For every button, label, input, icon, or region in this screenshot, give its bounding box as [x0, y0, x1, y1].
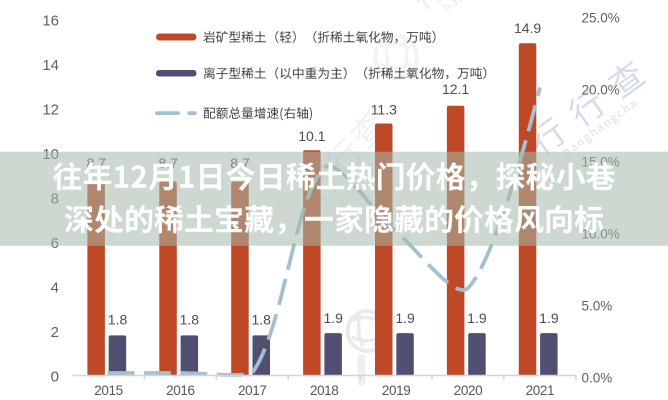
svg-text:25.0%: 25.0%	[582, 10, 620, 25]
svg-text:1.8: 1.8	[251, 312, 271, 328]
svg-text:11.3: 11.3	[371, 102, 397, 118]
svg-text:2019: 2019	[382, 383, 410, 398]
svg-text:1.8: 1.8	[180, 312, 200, 328]
svg-text:2016: 2016	[166, 383, 194, 398]
svg-text:2: 2	[51, 324, 59, 341]
svg-text:2020: 2020	[454, 383, 482, 398]
svg-text:12.1: 12.1	[442, 81, 469, 97]
svg-text:0.0%: 0.0%	[582, 370, 613, 385]
svg-text:2017: 2017	[238, 383, 266, 398]
svg-text:1.9: 1.9	[539, 310, 559, 326]
svg-text:2021: 2021	[526, 383, 554, 398]
svg-text:5.0%: 5.0%	[582, 298, 613, 313]
svg-text:2018: 2018	[310, 383, 338, 398]
svg-text:16: 16	[42, 12, 59, 29]
svg-text:1.9: 1.9	[323, 310, 343, 326]
svg-text:14.9: 14.9	[514, 20, 541, 36]
svg-text:0: 0	[51, 368, 59, 385]
svg-text:1.9: 1.9	[395, 310, 415, 326]
svg-text:1.8: 1.8	[108, 312, 128, 328]
svg-text:14: 14	[42, 57, 59, 74]
svg-text:4: 4	[51, 279, 59, 296]
svg-text:12: 12	[42, 101, 59, 118]
svg-text:10.1: 10.1	[298, 128, 325, 144]
svg-text:1.9: 1.9	[467, 310, 487, 326]
svg-text:2015: 2015	[94, 383, 122, 398]
svg-text:20.0%: 20.0%	[582, 82, 620, 97]
